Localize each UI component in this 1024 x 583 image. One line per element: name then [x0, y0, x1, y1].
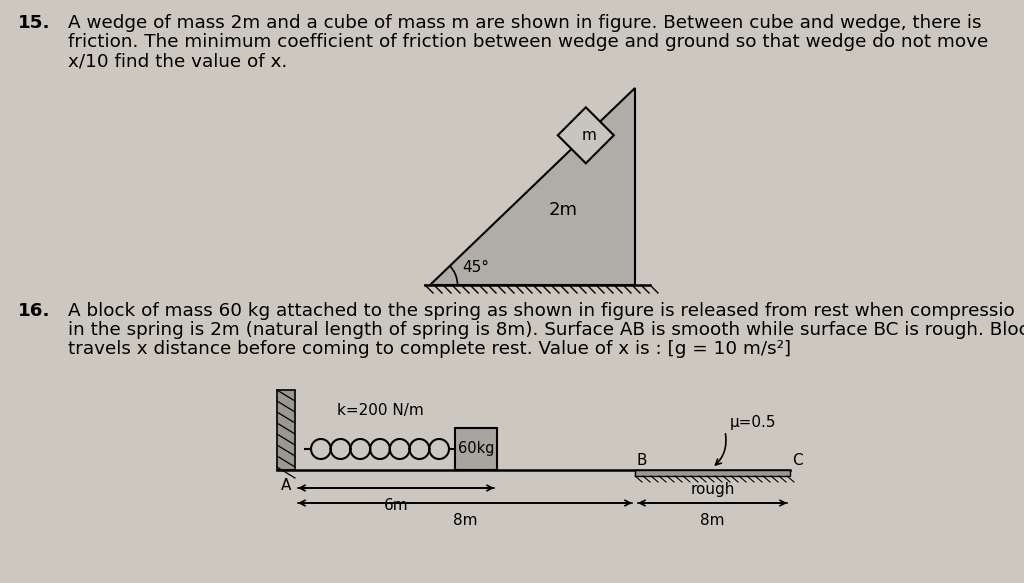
- Text: k=200 N/m: k=200 N/m: [337, 403, 423, 418]
- Polygon shape: [558, 107, 613, 163]
- Polygon shape: [430, 88, 635, 285]
- Text: A wedge of mass 2m and a cube of mass m are shown in figure. Between cube and we: A wedge of mass 2m and a cube of mass m …: [68, 14, 981, 32]
- Text: x/10 find the value of x.: x/10 find the value of x.: [68, 52, 288, 70]
- Text: 6m: 6m: [384, 498, 409, 513]
- Text: in the spring is 2m (natural length of spring is 8m). Surface AB is smooth while: in the spring is 2m (natural length of s…: [68, 321, 1024, 339]
- Text: C: C: [792, 453, 803, 468]
- Bar: [278, 390, 295, 470]
- Text: A block of mass 60 kg attached to the spring as shown in figure is released from: A block of mass 60 kg attached to the sp…: [68, 302, 1015, 320]
- Text: 45°: 45°: [462, 260, 489, 275]
- Text: friction. The minimum coefficient of friction between wedge and ground so that w: friction. The minimum coefficient of fri…: [68, 33, 988, 51]
- Bar: [455, 428, 497, 470]
- Text: m: m: [582, 128, 596, 143]
- Text: 15.: 15.: [18, 14, 50, 32]
- Text: B: B: [637, 453, 647, 468]
- Text: 2m: 2m: [549, 201, 578, 219]
- Text: A: A: [281, 477, 291, 493]
- Text: 60kg: 60kg: [458, 441, 495, 456]
- Text: μ=0.5: μ=0.5: [730, 415, 776, 430]
- Text: 16.: 16.: [18, 302, 50, 320]
- Text: 8m: 8m: [700, 513, 725, 528]
- Text: rough: rough: [690, 482, 734, 497]
- Bar: [635, 470, 790, 476]
- Text: travels x distance before coming to complete rest. Value of x is : [g = 10 m/s²]: travels x distance before coming to comp…: [68, 340, 792, 358]
- Text: 8m: 8m: [453, 513, 477, 528]
